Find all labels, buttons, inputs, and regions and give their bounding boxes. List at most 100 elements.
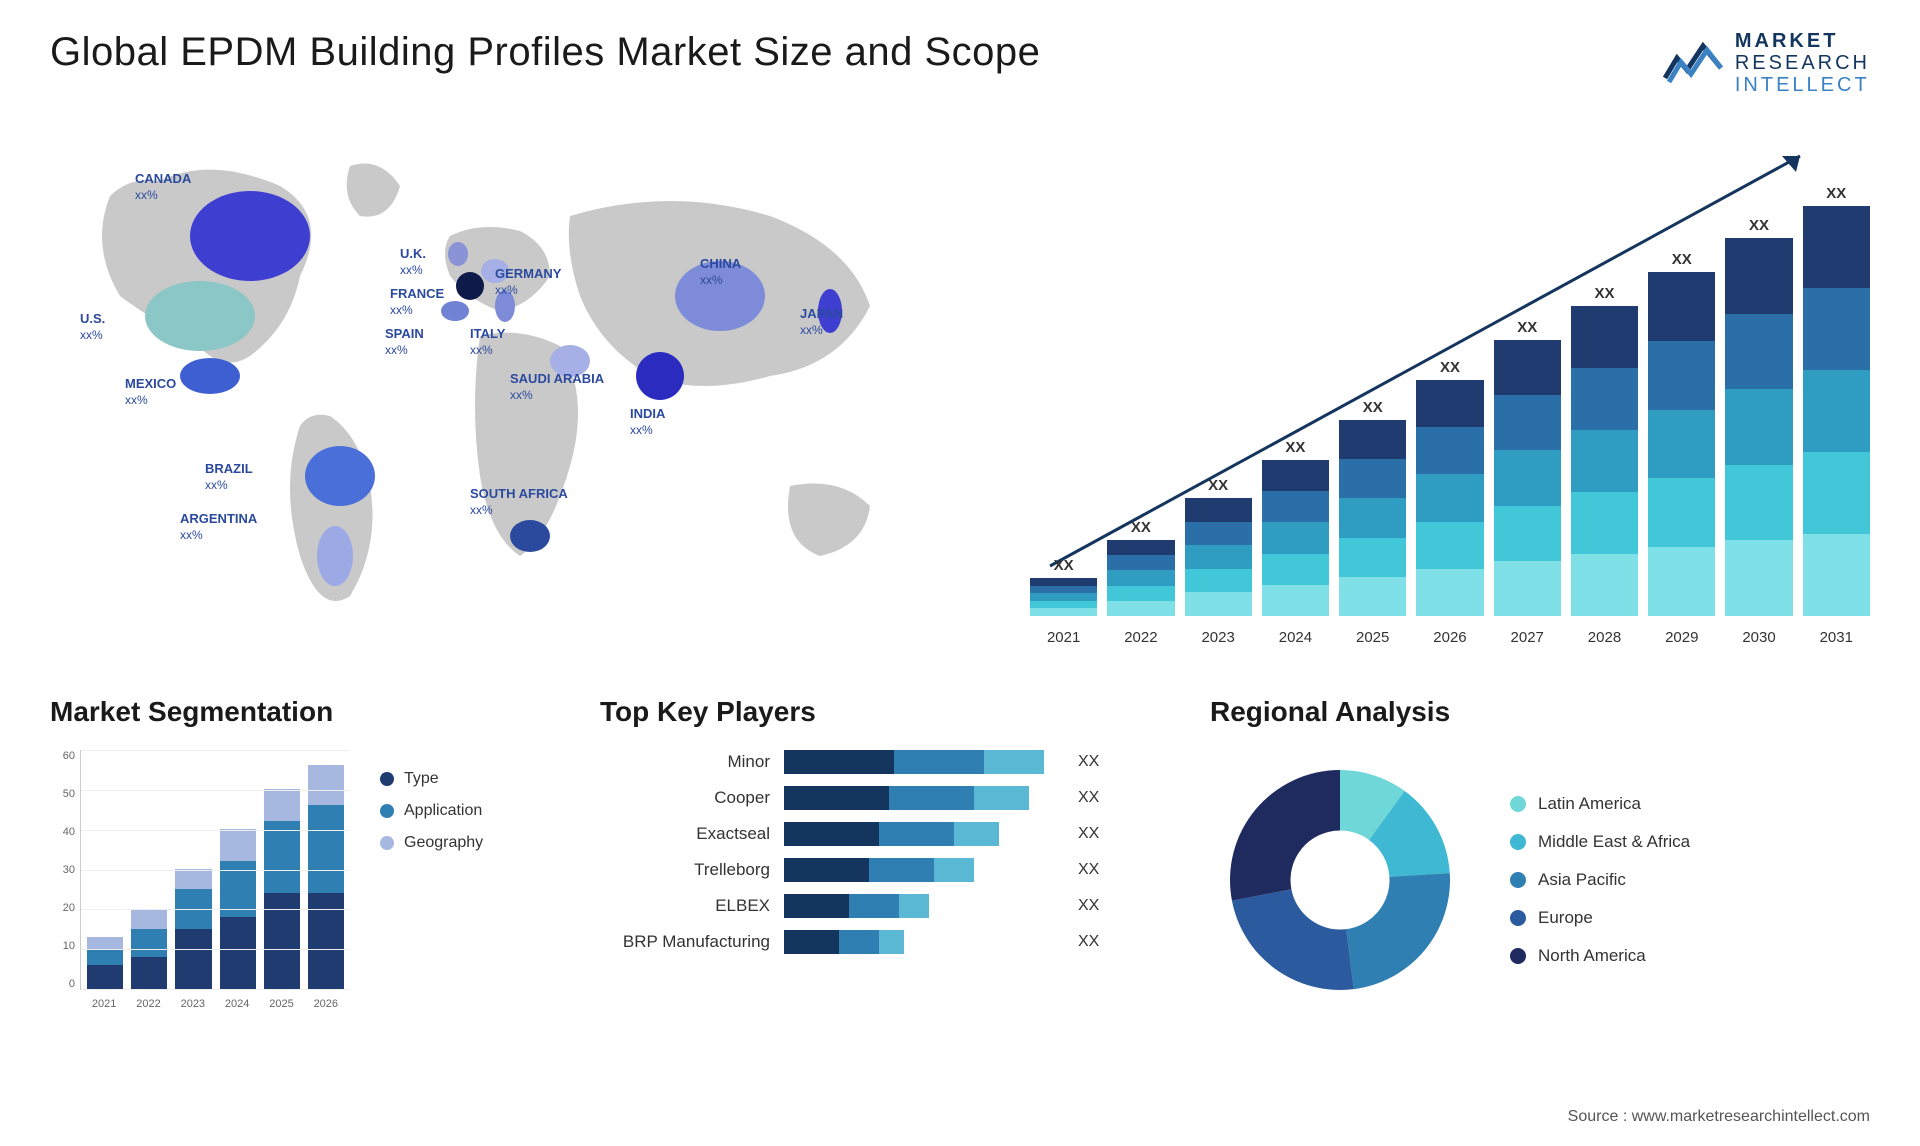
seg-bar-2021 — [87, 937, 123, 989]
key-player-row: Exactseal XX — [600, 822, 1160, 846]
map-label-india: INDIAxx% — [630, 406, 665, 437]
segmentation-chart: 6050403020100 202120222023202420252026 — [50, 750, 350, 1010]
map-label-china: CHINAxx% — [700, 256, 741, 287]
growth-xaxis-label: 2024 — [1262, 629, 1329, 646]
seg-legend-item: Type — [380, 770, 483, 788]
key-player-label: Trelleborg — [600, 860, 770, 880]
growth-bar-label: XX — [1749, 217, 1769, 234]
seg-xaxis-label: 2026 — [308, 998, 344, 1010]
key-player-row: TrelleborgXX — [600, 858, 1160, 882]
map-label-brazil: BRAZILxx% — [205, 461, 253, 492]
key-player-value: XX — [1078, 897, 1099, 915]
seg-ytick: 10 — [50, 940, 75, 952]
regional-donut-chart — [1210, 750, 1470, 1010]
logo-text-3: INTELLECT — [1735, 74, 1870, 96]
seg-bar-2026 — [308, 765, 344, 989]
seg-xaxis-label: 2025 — [263, 998, 299, 1010]
regional-legend-item: Asia Pacific — [1510, 870, 1690, 890]
growth-bar-2025: XX — [1339, 399, 1406, 616]
brand-logo: MARKET RESEARCH INTELLECT — [1663, 30, 1870, 96]
donut-slice — [1346, 873, 1450, 989]
growth-bar-2021: XX — [1030, 557, 1097, 616]
growth-bar-2027: XX — [1494, 319, 1561, 616]
regional-legend-item: Europe — [1510, 908, 1690, 928]
growth-bar-label: XX — [1363, 399, 1383, 416]
key-player-label: Minor — [600, 752, 770, 772]
seg-legend-item: Application — [380, 802, 483, 820]
growth-bar-2031: XX — [1803, 185, 1870, 616]
growth-bar-chart: XX XX XX XX XX XX XX XX XX XX XX 2021 2022 2023 2024 2… — [1030, 126, 1870, 646]
seg-ytick: 40 — [50, 826, 75, 838]
seg-ytick: 20 — [50, 902, 75, 914]
seg-bar-2023 — [175, 869, 211, 989]
regional-legend-item: Middle East & Africa — [1510, 832, 1690, 852]
key-players-chart: MinorXXCooperXXExactsealXXTrelleborgXXEL… — [600, 750, 1160, 954]
seg-xaxis-label: 2023 — [175, 998, 211, 1010]
map-label-u.s.: U.S.xx% — [80, 311, 105, 342]
growth-bar-label: XX — [1285, 439, 1305, 456]
growth-xaxis-label: 2028 — [1571, 629, 1638, 646]
world-map: CANADAxx% U.S.xx% MEXICOxx% BRAZILxx% ARGENT… — [50, 126, 970, 646]
seg-ytick: 60 — [50, 750, 75, 762]
map-label-mexico: MEXICOxx% — [125, 376, 176, 407]
growth-bar-2024: XX — [1262, 439, 1329, 616]
map-label-germany: GERMANYxx% — [495, 266, 561, 297]
seg-legend-item: Geography — [380, 834, 483, 852]
growth-xaxis-label: 2022 — [1107, 629, 1174, 646]
seg-xaxis-label: 2022 — [130, 998, 166, 1010]
key-player-label: ELBEX — [600, 896, 770, 916]
seg-ytick: 50 — [50, 788, 75, 800]
segmentation-title: Market Segmentation — [50, 696, 550, 728]
key-player-row: BRP ManufacturingXX — [600, 930, 1160, 954]
logo-text-2: RESEARCH — [1735, 52, 1870, 74]
regional-legend-item: Latin America — [1510, 794, 1690, 814]
regional-panel: Regional Analysis Latin AmericaMiddle Ea… — [1210, 696, 1870, 1010]
map-label-japan: JAPANxx% — [800, 306, 843, 337]
growth-bar-label: XX — [1054, 557, 1074, 574]
seg-ytick: 0 — [50, 978, 75, 990]
key-player-value: XX — [1078, 825, 1099, 843]
map-label-canada: CANADAxx% — [135, 171, 191, 202]
key-player-label: BRP Manufacturing — [600, 932, 770, 952]
growth-xaxis-label: 2025 — [1339, 629, 1406, 646]
logo-mark-icon — [1663, 38, 1723, 88]
growth-xaxis-label: 2021 — [1030, 629, 1097, 646]
map-label-saudi-arabia: SAUDI ARABIAxx% — [510, 371, 604, 402]
growth-bar-label: XX — [1594, 285, 1614, 302]
key-players-title: Top Key Players — [600, 696, 1160, 728]
growth-xaxis-label: 2029 — [1648, 629, 1715, 646]
growth-bar-2028: XX — [1571, 285, 1638, 616]
donut-slice — [1232, 889, 1354, 990]
source-attribution: Source : www.marketresearchintellect.com — [1568, 1108, 1870, 1126]
growth-xaxis-label: 2026 — [1416, 629, 1483, 646]
map-label-argentina: ARGENTINAxx% — [180, 511, 257, 542]
map-label-italy: ITALYxx% — [470, 326, 505, 357]
map-label-south-africa: SOUTH AFRICAxx% — [470, 486, 568, 517]
logo-text-1: MARKET — [1735, 30, 1870, 52]
key-player-value: XX — [1078, 753, 1099, 771]
growth-bar-label: XX — [1131, 519, 1151, 536]
growth-xaxis-label: 2031 — [1803, 629, 1870, 646]
donut-slice — [1230, 770, 1340, 901]
key-players-panel: Top Key Players MinorXXCooperXXExactseal… — [600, 696, 1160, 1010]
key-player-label: Exactseal — [600, 824, 770, 844]
seg-bar-2025 — [264, 789, 300, 989]
growth-bar-2023: XX — [1185, 477, 1252, 616]
growth-bar-label: XX — [1672, 251, 1692, 268]
growth-bar-label: XX — [1440, 359, 1460, 376]
segmentation-legend: Type Application Geography — [380, 750, 483, 1010]
growth-bar-2030: XX — [1725, 217, 1792, 616]
seg-ytick: 30 — [50, 864, 75, 876]
seg-xaxis-label: 2024 — [219, 998, 255, 1010]
growth-bar-label: XX — [1208, 477, 1228, 494]
growth-bar-2026: XX — [1416, 359, 1483, 616]
key-player-row: Minor XX — [600, 750, 1160, 774]
page-title: Global EPDM Building Profiles Market Siz… — [50, 30, 1040, 75]
growth-xaxis-label: 2023 — [1185, 629, 1252, 646]
map-label-france: FRANCExx% — [390, 286, 444, 317]
key-player-label: Cooper — [600, 788, 770, 808]
map-label-u.k.: U.K.xx% — [400, 246, 426, 277]
growth-bar-2022: XX — [1107, 519, 1174, 616]
key-player-row: CooperXX — [600, 786, 1160, 810]
growth-bar-2029: XX — [1648, 251, 1715, 616]
